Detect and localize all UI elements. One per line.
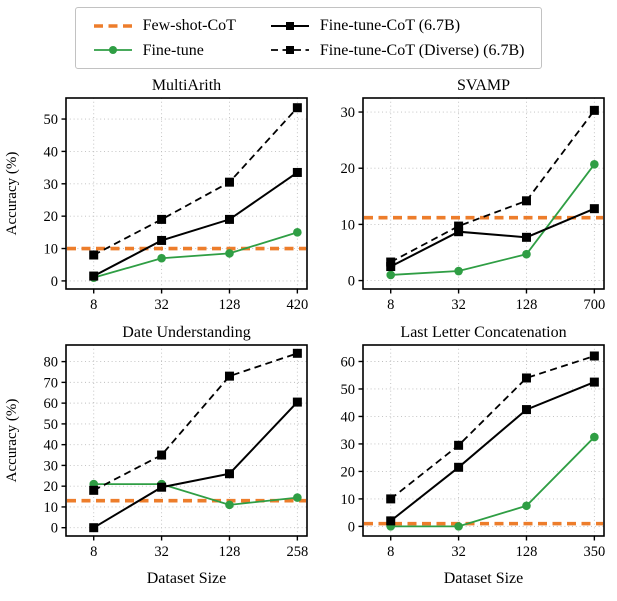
- svg-text:8: 8: [90, 544, 97, 560]
- legend-item-fine-tune-cot-diverse: Fine-tune-CoT (Diverse) (6.7B): [270, 41, 525, 60]
- svg-text:Date Understanding: Date Understanding: [122, 324, 250, 341]
- chart-multiarith: 0 10 20 30 40 50 8 32 128 420 MultiArith Accuracy (…: [4, 77, 308, 313]
- charts-grid: 0 10 20 30 40 50 8 32 128 420 MultiArith Accuracy (…: [0, 74, 617, 593]
- svg-text:8: 8: [387, 297, 394, 313]
- svg-text:30: 30: [341, 437, 356, 453]
- fine-tune-line-swatch-icon: [93, 46, 132, 55]
- chart-last-letter-concatenation: 0 10 20 30 40 50 60 8 32 128 350 Last Letter Concat…: [341, 324, 606, 587]
- svg-text:60: 60: [44, 396, 59, 412]
- svg-text:258: 258: [286, 544, 308, 560]
- svg-text:50: 50: [341, 382, 356, 398]
- svg-text:80: 80: [44, 355, 59, 371]
- svg-text:10: 10: [341, 492, 356, 508]
- svg-text:32: 32: [154, 297, 169, 313]
- legend-label: Fine-tune: [142, 41, 204, 59]
- svg-text:0: 0: [348, 520, 355, 536]
- svg-text:128: 128: [219, 297, 241, 313]
- svg-text:30: 30: [44, 177, 59, 193]
- svg-text:350: 350: [583, 544, 605, 560]
- svg-text:20: 20: [341, 161, 356, 177]
- fine-tune-cot-diverse-line-swatch-icon: [270, 46, 309, 55]
- svg-text:10: 10: [44, 242, 59, 258]
- legend-label: Few-shot-CoT: [142, 17, 236, 34]
- svg-text:0: 0: [51, 521, 58, 537]
- legend-label: Fine-tune-CoT (Diverse) (6.7B): [319, 41, 525, 59]
- svg-text:40: 40: [44, 438, 59, 454]
- fine-tune-cot-line-swatch-icon: [270, 21, 309, 30]
- svg-text:30: 30: [341, 105, 356, 121]
- chart-date-understanding: 0 10 20 30 40 50 60 70 80 8 32 128 258 Date Understan…: [4, 324, 308, 587]
- svg-text:8: 8: [387, 544, 394, 560]
- chart-legend: Few-shot-CoT Fine-tune-CoT (6.7B) Fine-t…: [74, 7, 543, 70]
- svg-text:60: 60: [341, 355, 356, 371]
- svg-text:40: 40: [341, 410, 356, 426]
- svg-text:50: 50: [44, 112, 59, 128]
- svg-text:SVAMP: SVAMP: [457, 77, 510, 94]
- svg-text:0: 0: [51, 274, 58, 290]
- svg-text:20: 20: [44, 209, 59, 225]
- svg-text:10: 10: [44, 500, 59, 516]
- svg-text:128: 128: [516, 297, 538, 313]
- svg-text:70: 70: [44, 376, 59, 392]
- svg-text:32: 32: [451, 544, 466, 560]
- svg-text:Accuracy (%): Accuracy (%): [4, 399, 20, 483]
- svg-text:Last Letter Concatenation: Last Letter Concatenation: [400, 324, 566, 341]
- svg-text:40: 40: [44, 145, 59, 161]
- svg-text:8: 8: [90, 297, 97, 313]
- legend-label: Fine-tune-CoT (6.7B): [319, 17, 461, 34]
- svg-text:Dataset Size: Dataset Size: [444, 570, 524, 587]
- few-shot-cot-line-swatch-icon: [93, 23, 132, 28]
- svg-text:Accuracy (%): Accuracy (%): [4, 152, 20, 236]
- svg-text:10: 10: [341, 218, 356, 234]
- legend-item-fine-tune-cot: Fine-tune-CoT (6.7B): [270, 17, 525, 35]
- svg-text:128: 128: [219, 544, 241, 560]
- svg-text:Dataset Size: Dataset Size: [147, 570, 227, 587]
- svg-text:50: 50: [44, 417, 59, 433]
- svg-text:700: 700: [583, 297, 605, 313]
- svg-text:30: 30: [44, 459, 59, 475]
- chart-svamp: 0 10 20 30 8 32 128 700 SVAMP: [341, 77, 606, 313]
- svg-text:32: 32: [154, 544, 169, 560]
- svg-text:20: 20: [341, 465, 356, 481]
- legend-item-few-shot-cot: Few-shot-CoT: [93, 17, 236, 35]
- legend-item-fine-tune: Fine-tune: [93, 42, 236, 60]
- svg-text:20: 20: [44, 479, 59, 495]
- svg-text:420: 420: [286, 297, 308, 313]
- svg-text:128: 128: [516, 544, 538, 560]
- svg-text:MultiArith: MultiArith: [152, 77, 221, 94]
- svg-text:32: 32: [451, 297, 466, 313]
- svg-text:0: 0: [348, 274, 355, 290]
